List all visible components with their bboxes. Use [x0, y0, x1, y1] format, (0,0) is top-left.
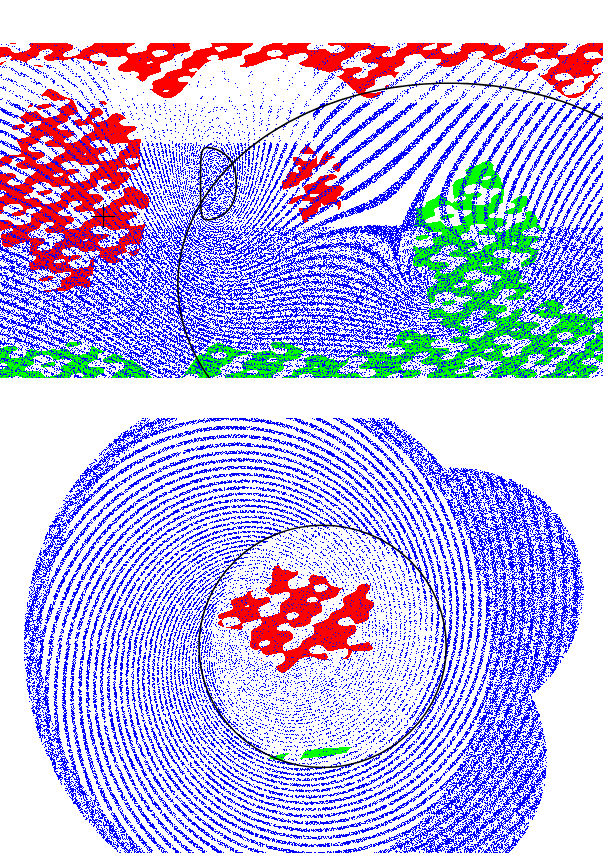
panel-upper-rectangular [0, 43, 603, 378]
lower-panel-canvas [0, 418, 603, 853]
panel-lower-disk [0, 418, 603, 853]
upper-panel-canvas [0, 43, 603, 378]
